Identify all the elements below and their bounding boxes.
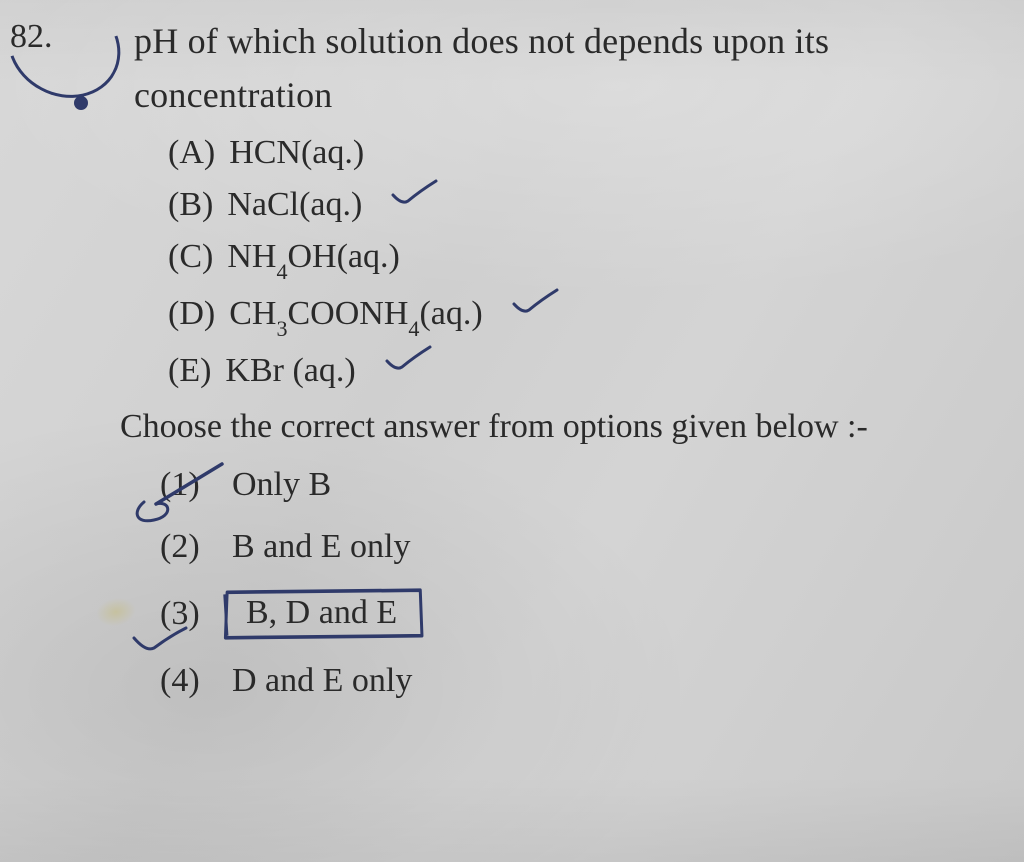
- option-label: (E): [168, 352, 211, 390]
- option-text: NH4OH(aq.): [227, 238, 400, 281]
- option-text: CH3COONH4(aq.): [229, 295, 482, 338]
- question-stem: pH of which solution does not depends up…: [134, 14, 984, 122]
- option-text: NaCl(aq.): [227, 186, 362, 224]
- question-number: 82.: [10, 18, 53, 56]
- option-text: HCN(aq.): [229, 134, 364, 172]
- option-label: (C): [168, 238, 213, 276]
- question-block: 82. pH of which solution does not depend…: [0, 0, 1024, 744]
- tick-icon: [390, 195, 430, 215]
- tick-icon: [384, 361, 424, 381]
- option-label: (D): [168, 295, 215, 333]
- option-text: KBr (aq.): [225, 352, 355, 390]
- option-label: (A): [168, 134, 215, 172]
- answers-list: (1) Only B (2) B and E only (3) B, D and E (…: [160, 466, 984, 700]
- option-row: (D) CH3COONH4(aq.): [168, 295, 984, 338]
- stem-line-1: pH of which solution does not depends up…: [134, 21, 829, 61]
- option-row: (C) NH4OH(aq.): [168, 238, 984, 281]
- choose-instruction: Choose the correct answer from options g…: [120, 408, 984, 446]
- option-label: (B): [168, 186, 213, 224]
- answer-text: D and E only: [232, 662, 412, 700]
- answer-number: (2): [160, 528, 216, 566]
- option-row: (B) NaCl(aq.): [168, 186, 984, 224]
- answer-text: Only B: [232, 466, 331, 504]
- options-list: (A) HCN(aq.) (B) NaCl(aq.) (C) NH4OH(aq.) (D)…: [168, 134, 984, 390]
- answer-number: (4): [160, 662, 216, 700]
- answer-row: (4) D and E only: [160, 662, 984, 700]
- answer-text: B and E only: [232, 528, 410, 566]
- tick-icon: [511, 304, 551, 324]
- highlighter-smudge: [94, 594, 139, 630]
- answer-row: (2) B and E only: [160, 528, 984, 566]
- boxed-answer: B, D and E: [232, 590, 421, 638]
- answer-number: (1): [160, 466, 216, 504]
- answer-row: (3) B, D and E: [160, 590, 984, 638]
- answer-text: B, D and E: [246, 594, 397, 631]
- option-row: (A) HCN(aq.): [168, 134, 984, 172]
- option-row: (E) KBr (aq.): [168, 352, 984, 390]
- stem-line-2: concentration: [134, 75, 333, 115]
- answer-row: (1) Only B: [160, 466, 984, 504]
- answer-number: (3): [160, 595, 216, 633]
